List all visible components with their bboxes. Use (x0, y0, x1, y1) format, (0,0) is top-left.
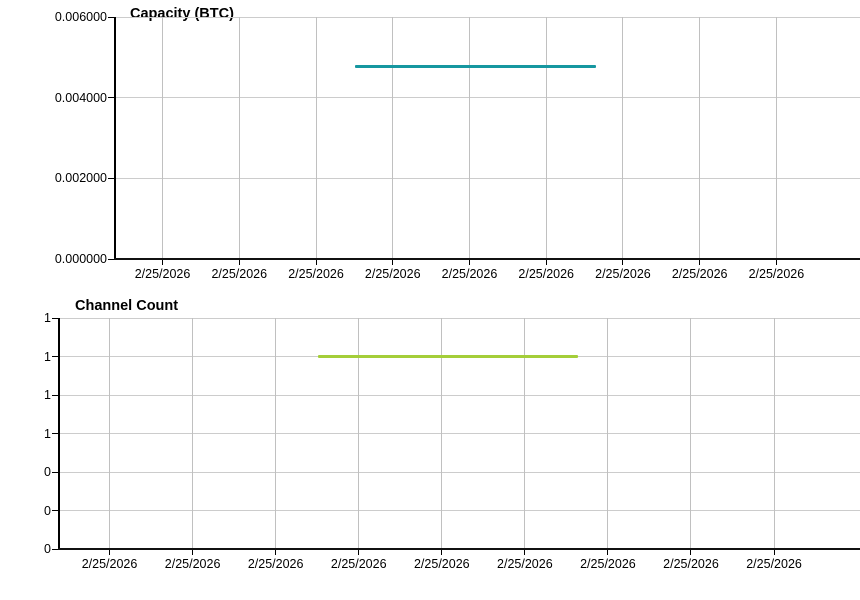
x-gridline (775, 17, 777, 259)
capacity-plot-area: 0.006000 0.004000 0.002000 0.000000 2/25/202… (55, 10, 860, 281)
x-tick-label: 2/25/2026 (748, 267, 805, 281)
x-gridline (622, 17, 624, 259)
x-tick-label: 2/25/2026 (211, 267, 268, 281)
y-tick-label: 0.006000 (54, 10, 107, 24)
y-tick-label: 0 (44, 542, 51, 556)
x-tick-mark (441, 549, 443, 555)
y-axis-line (114, 17, 116, 259)
x-tick-mark (607, 549, 609, 555)
x-tick-mark (315, 259, 317, 265)
x-tick-label: 2/25/2026 (595, 267, 651, 281)
x-tick-mark (109, 549, 111, 555)
x-gridline (690, 318, 692, 549)
y-tick-label: 0.004000 (54, 90, 107, 105)
chart-title-capacity: Capacity (BTC) (130, 6, 234, 22)
y-tick-label: 0 (44, 503, 51, 518)
x-gridline (607, 318, 609, 549)
y-tick-label: 0.000000 (54, 252, 107, 266)
y-tick-mark (52, 548, 58, 550)
series-line-capacity (354, 64, 596, 68)
x-tick-mark (690, 549, 692, 555)
y-tick-mark (52, 433, 58, 434)
x-tick-label: 2/25/2026 (330, 557, 387, 571)
x-tick-mark (545, 259, 547, 265)
x-tick-mark (238, 259, 240, 265)
x-tick-label: 2/25/2026 (441, 267, 498, 281)
x-tick-mark (773, 549, 775, 555)
x-gridline (358, 318, 360, 549)
y-tick-mark (52, 510, 58, 511)
x-tick-label: 2/25/2026 (746, 557, 802, 571)
x-gridline (524, 318, 526, 549)
x-gridline (109, 318, 111, 549)
y-gridline (59, 433, 860, 434)
x-tick-label: 2/25/2026 (671, 267, 728, 281)
x-tick-mark (162, 259, 164, 265)
series-line-channel-count (317, 355, 579, 358)
y-tick-mark (108, 97, 114, 99)
x-tick-label: 2/25/2026 (413, 557, 470, 571)
y-tick-mark (52, 471, 58, 473)
x-tick-label: 2/25/2026 (663, 557, 719, 571)
y-gridline (59, 394, 860, 396)
x-gridline (162, 17, 164, 259)
x-tick-label: 2/25/2026 (288, 267, 344, 281)
y-gridline (115, 97, 860, 99)
x-tick-mark (192, 549, 194, 555)
x-gridline (275, 318, 277, 549)
x-tick-mark (622, 259, 624, 265)
y-tick-label: 1 (44, 388, 51, 402)
y-tick-mark (52, 394, 58, 396)
x-tick-mark (524, 549, 526, 555)
x-axis-line (58, 548, 860, 550)
x-tick-label: 2/25/2026 (134, 267, 191, 281)
x-tick-mark (775, 259, 777, 265)
x-gridline (699, 17, 701, 259)
y-gridline (59, 317, 860, 319)
x-tick-label: 2/25/2026 (247, 557, 304, 571)
x-tick-mark (468, 259, 470, 265)
x-gridline (773, 318, 775, 549)
x-tick-mark (392, 259, 394, 265)
x-tick-label: 2/25/2026 (81, 557, 138, 571)
y-tick-label: 0.002000 (54, 171, 107, 186)
x-gridline (545, 17, 547, 259)
x-gridline (238, 17, 240, 259)
y-tick-mark (108, 177, 114, 179)
x-tick-label: 2/25/2026 (164, 557, 221, 571)
x-gridline (441, 318, 443, 549)
x-gridline (192, 318, 194, 549)
chart-title-channel-count: Channel Count (75, 298, 179, 314)
y-tick-label: 1 (44, 311, 51, 325)
x-tick-mark (275, 549, 277, 555)
x-tick-label: 2/25/2026 (364, 267, 421, 281)
y-tick-mark (108, 258, 114, 260)
y-axis-line (58, 318, 60, 549)
y-tick-mark (108, 16, 114, 18)
y-tick-mark (52, 317, 58, 319)
y-gridline (115, 177, 860, 179)
x-tick-label: 2/25/2026 (580, 557, 636, 571)
x-tick-mark (358, 549, 360, 555)
x-axis-line (114, 258, 860, 260)
y-gridline (59, 471, 860, 473)
channel-count-plot-area: 1 1 1 1 0 0 0 2/25/2026 2/25/2026 2/25/2026 2/25/2… (44, 311, 860, 571)
x-gridline (315, 17, 317, 259)
y-tick-label: 1 (44, 426, 51, 441)
y-gridline (59, 510, 860, 511)
y-gridline (115, 16, 860, 18)
x-tick-mark (699, 259, 701, 265)
y-tick-label: 1 (44, 349, 51, 364)
y-tick-mark (52, 356, 58, 357)
y-tick-label: 0 (44, 465, 51, 479)
x-gridline (468, 17, 470, 259)
x-tick-label: 2/25/2026 (518, 267, 574, 281)
x-gridline (392, 17, 394, 259)
x-tick-label: 2/25/2026 (497, 557, 553, 571)
